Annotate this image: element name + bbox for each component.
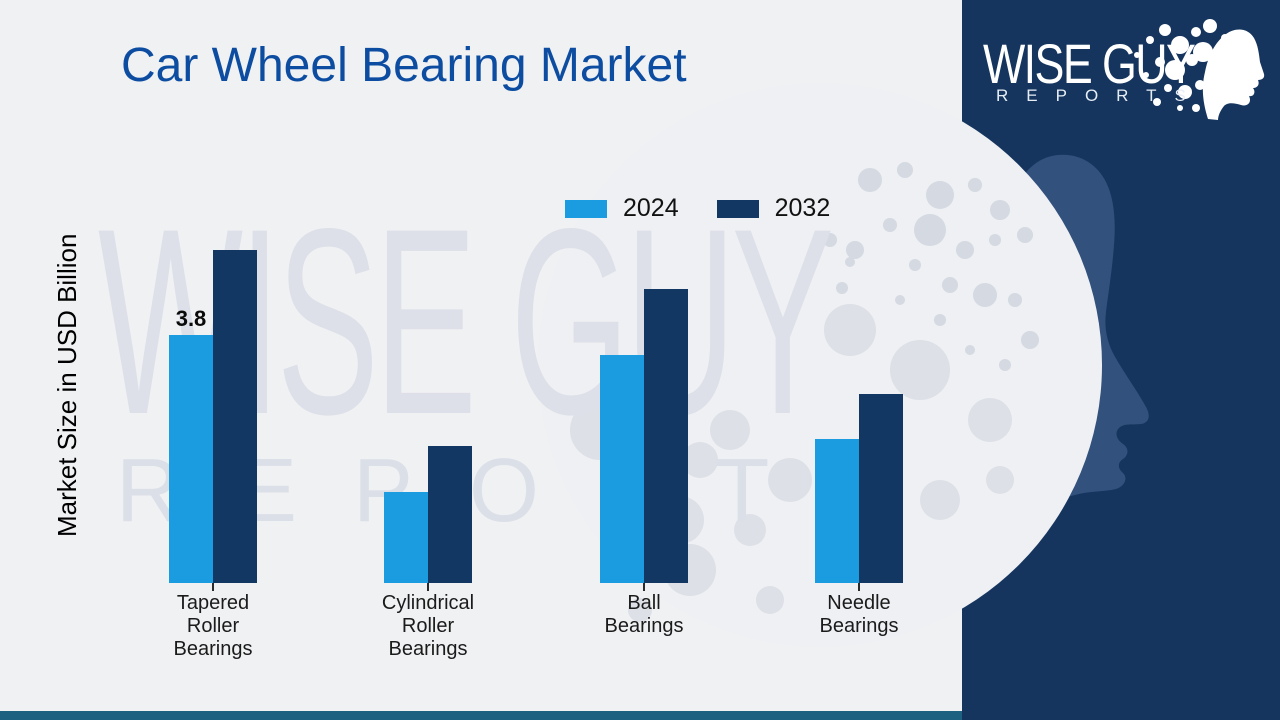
category-label-tapered-roller-bearings: Tapered Roller Bearings xyxy=(173,592,253,660)
category-label-ball-bearings: Ball Bearings xyxy=(604,592,684,637)
bar-2032-needle-bearings xyxy=(859,394,903,583)
brand-logo-title: WISE GUY xyxy=(983,32,1196,95)
bar-2024-ball-bearings xyxy=(600,355,644,583)
bar-2032-tapered-roller-bearings xyxy=(213,250,257,583)
bottom-accent-bar xyxy=(0,711,1280,720)
page-title: Car Wheel Bearing Market xyxy=(121,39,687,92)
legend-entry-2024: 2024 xyxy=(565,194,679,223)
x-axis-tick xyxy=(643,583,645,591)
legend-label-2024: 2024 xyxy=(623,194,679,222)
category-label-needle-bearings: Needle Bearings xyxy=(819,592,899,637)
category-label-cylindrical-roller-bearings: Cylindrical Roller Bearings xyxy=(381,592,475,660)
legend-entry-2032: 2032 xyxy=(716,194,831,223)
bar-2032-cylindrical-roller-bearings xyxy=(428,446,472,583)
bar-2024-cylindrical-roller-bearings xyxy=(384,492,428,583)
x-axis-tick xyxy=(427,583,429,591)
legend-label-2032: 2032 xyxy=(774,194,831,222)
bar-2032-ball-bearings xyxy=(644,289,688,583)
legend-swatch-2024-icon xyxy=(565,199,607,218)
x-axis-tick xyxy=(212,583,214,591)
bar-2024-needle-bearings xyxy=(815,439,859,583)
brand-logo-subtitle: REPORTS xyxy=(996,86,1204,105)
legend-swatch-2032-icon xyxy=(716,199,759,218)
x-axis-tick xyxy=(858,583,860,591)
bar-2024-tapered-roller-bearings xyxy=(169,335,213,583)
legend: 2024 2032 xyxy=(565,194,830,223)
value-label: 3.8 xyxy=(175,306,207,331)
